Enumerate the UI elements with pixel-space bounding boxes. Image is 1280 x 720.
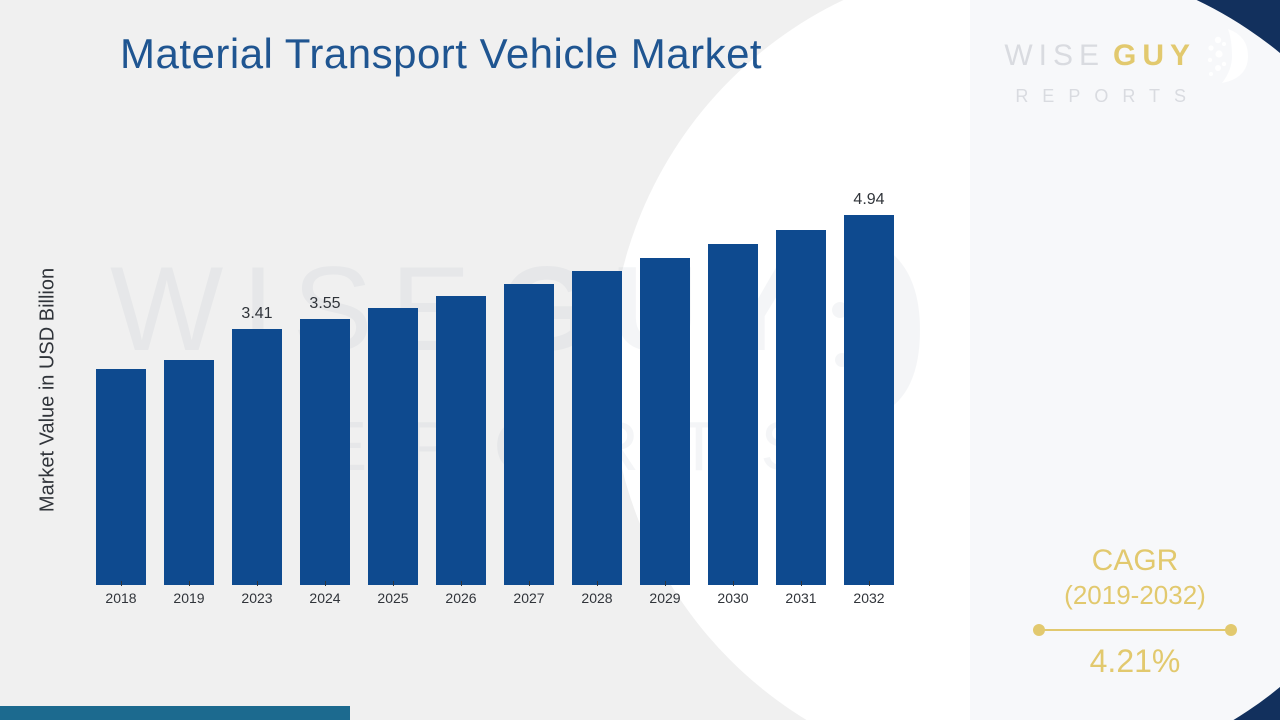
x-axis-tick-label: 2026 xyxy=(445,590,476,606)
chart-bar xyxy=(164,360,214,585)
chart-bar xyxy=(572,271,622,585)
x-axis-tick-label: 2019 xyxy=(173,590,204,606)
brand-logo: WISE GUY REPORTS xyxy=(990,28,1250,118)
cagr-block: CAGR (2019-2032) 4.21% xyxy=(1025,544,1245,680)
chart-bar xyxy=(640,258,690,585)
chart-bar xyxy=(96,369,146,585)
x-axis-tick-label: 2029 xyxy=(649,590,680,606)
x-axis-tick-label: 2028 xyxy=(581,590,612,606)
chart-bar xyxy=(368,308,418,586)
x-axis-tick-label: 2032 xyxy=(853,590,884,606)
chart-bar xyxy=(504,284,554,586)
chart-plot-area: 3.41 3.55 4.94 xyxy=(90,165,900,585)
brand-word-2: GUY xyxy=(1113,39,1196,73)
y-axis-label: Market Value in USD Billion xyxy=(37,268,60,512)
x-axis-tick-label: 2031 xyxy=(785,590,816,606)
cagr-range: (2019-2032) xyxy=(1025,580,1245,611)
x-axis-tick-label: 2027 xyxy=(513,590,544,606)
x-axis-tick-label: 2023 xyxy=(241,590,272,606)
cagr-divider xyxy=(1035,629,1235,631)
cagr-value: 4.21% xyxy=(1025,643,1245,680)
x-axis-tick-label: 2025 xyxy=(377,590,408,606)
bar-value-label: 4.94 xyxy=(853,191,884,209)
head-icon xyxy=(1204,28,1250,84)
chart-bar xyxy=(436,296,486,585)
brand-subtitle: REPORTS xyxy=(990,86,1200,107)
x-axis-tick-label: 2024 xyxy=(309,590,340,606)
x-axis-tick-label: 2018 xyxy=(105,590,136,606)
brand-word-1: WISE xyxy=(1004,39,1105,73)
chart-bar xyxy=(300,319,350,585)
chart-bar xyxy=(844,215,894,586)
x-axis-tick-label: 2030 xyxy=(717,590,748,606)
page-title: Material Transport Vehicle Market xyxy=(120,30,762,78)
x-axis-labels: 2018 2019 2023 2024 2025 2026 2027 2028 2029 2030… xyxy=(90,590,900,614)
chart-bar xyxy=(708,244,758,585)
cagr-title: CAGR xyxy=(1025,544,1245,578)
chart-bar xyxy=(232,329,282,585)
bar-value-label: 3.55 xyxy=(309,295,340,313)
footer-accent-bar xyxy=(0,706,350,720)
chart-bar xyxy=(776,230,826,586)
bar-chart: Market Value in USD Billion 3.413.554.94… xyxy=(90,165,900,615)
bar-value-label: 3.41 xyxy=(241,305,272,323)
